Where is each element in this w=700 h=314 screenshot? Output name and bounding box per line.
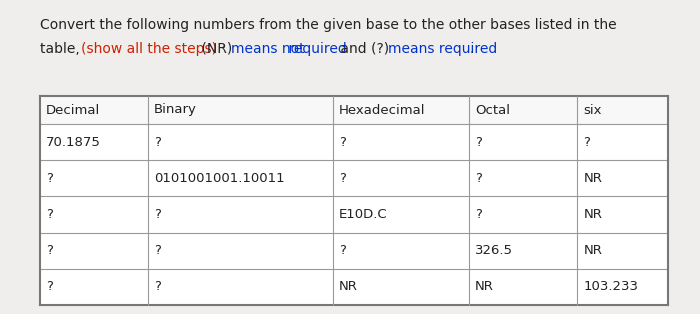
Text: ?: ? [583,136,590,149]
Text: ?: ? [46,244,53,257]
Text: table,: table, [40,42,84,56]
Text: ?: ? [475,136,482,149]
Text: (show all the steps): (show all the steps) [80,42,216,56]
Text: ?: ? [154,208,161,221]
Text: ?: ? [339,244,346,257]
Text: Convert the following numbers from the given base to the other bases listed in t: Convert the following numbers from the g… [40,18,617,32]
Text: ?: ? [154,244,161,257]
Text: means not: means not [232,42,305,56]
Text: ?: ? [46,208,53,221]
Text: Binary: Binary [154,104,197,116]
Text: (NR): (NR) [197,42,236,56]
Text: Decimal: Decimal [46,104,100,116]
Text: and (?): and (?) [336,42,393,56]
Text: ?: ? [154,280,161,293]
Text: E10D.C: E10D.C [339,208,388,221]
Text: NR: NR [339,280,358,293]
Text: ?: ? [475,172,482,185]
Text: ?: ? [154,136,161,149]
Text: six: six [583,104,602,116]
Text: ?: ? [46,172,53,185]
Text: .: . [469,42,474,56]
Text: NR: NR [475,280,494,293]
Text: means required: means required [388,42,497,56]
Text: 70.1875: 70.1875 [46,136,101,149]
Text: ?: ? [339,136,346,149]
Text: NR: NR [583,172,602,185]
Text: 0101001001.10011: 0101001001.10011 [154,172,285,185]
Text: Octal: Octal [475,104,510,116]
Text: Hexadecimal: Hexadecimal [339,104,426,116]
Text: ?: ? [46,280,53,293]
Text: 326.5: 326.5 [475,244,513,257]
Text: ?: ? [475,208,482,221]
Text: NR: NR [583,244,602,257]
Text: ?: ? [339,172,346,185]
Text: required: required [284,42,346,56]
Text: NR: NR [583,208,602,221]
Text: 103.233: 103.233 [583,280,638,293]
